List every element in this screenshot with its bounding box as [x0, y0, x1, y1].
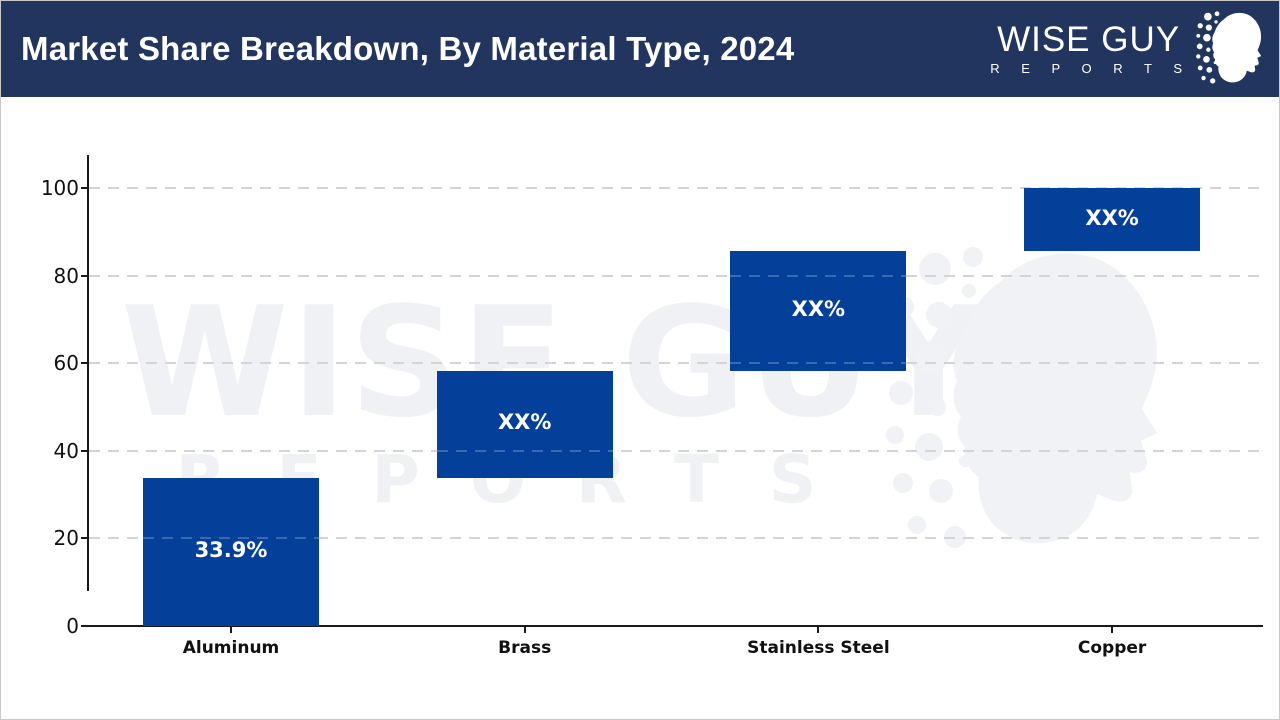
- header-bar: Market Share Breakdown, By Material Type…: [1, 1, 1279, 97]
- y-tick-label-20: 20: [53, 526, 79, 551]
- gridline-over-bar: [436, 449, 613, 452]
- y-tick-label-100: 100: [40, 176, 79, 200]
- x-tick-mark-0: [230, 627, 232, 633]
- category-label-aluminum: Aluminum: [182, 638, 280, 658]
- y-tick-mark-80: [81, 274, 87, 277]
- bar-brass: XX%: [436, 371, 613, 478]
- value-label-aluminum: 33.9%: [194, 537, 268, 562]
- y-axis-line: [87, 155, 89, 591]
- waterfall-chart: 0 20 40 60 80 100 33.9% Aluminum XX% Brass XX% Stai…: [1, 97, 1279, 658]
- value-label-copper: XX%: [1085, 205, 1139, 230]
- gridline-20: [89, 537, 1261, 540]
- gridline-over-bar: [730, 362, 907, 365]
- category-label-brass: Brass: [498, 638, 552, 658]
- logo-subtext: R E P O R T S: [990, 61, 1191, 76]
- dotted-face-icon: [1196, 11, 1262, 84]
- bar-aluminum: 33.9%: [143, 477, 319, 626]
- y-tick-label-60: 60: [53, 351, 79, 376]
- page-title: Market Share Breakdown, By Material Type…: [21, 30, 795, 67]
- y-tick-mark-60: [81, 362, 87, 365]
- x-tick-mark-1: [523, 627, 526, 633]
- gridline-over-bar: [143, 537, 319, 540]
- value-label-brass: XX%: [497, 410, 552, 435]
- category-label-copper: Copper: [1077, 638, 1147, 658]
- bar-stainless-steel: XX%: [730, 251, 907, 372]
- y-tick-label-0: 0: [66, 614, 79, 638]
- y-tick-mark-20: [81, 537, 87, 540]
- y-tick-mark-0: [81, 625, 87, 627]
- wiseguy-logo: WISE GUY R E P O R T S: [986, 9, 1265, 89]
- x-axis-line: [87, 625, 1263, 627]
- gridline-60: [89, 362, 1261, 365]
- gridline-80: [89, 274, 1261, 277]
- category-label-stainless-steel: Stainless Steel: [747, 638, 890, 658]
- x-tick-mark-2: [817, 627, 820, 633]
- y-tick-label-80: 80: [53, 263, 79, 288]
- gridline-40: [89, 449, 1261, 452]
- logo-text-block: WISE GUY R E P O R T S: [986, 22, 1191, 76]
- logo-wordmark: WISE GUY: [997, 20, 1181, 59]
- y-tick-label-40: 40: [53, 438, 79, 463]
- value-label-stainless-steel: XX%: [791, 297, 846, 322]
- y-tick-mark-100: [81, 187, 87, 189]
- bar-copper: XX%: [1024, 188, 1201, 252]
- x-tick-mark-3: [1111, 627, 1114, 633]
- gridline-over-bar: [730, 274, 907, 277]
- y-tick-mark-40: [81, 449, 87, 452]
- gridline-100: [89, 187, 1261, 189]
